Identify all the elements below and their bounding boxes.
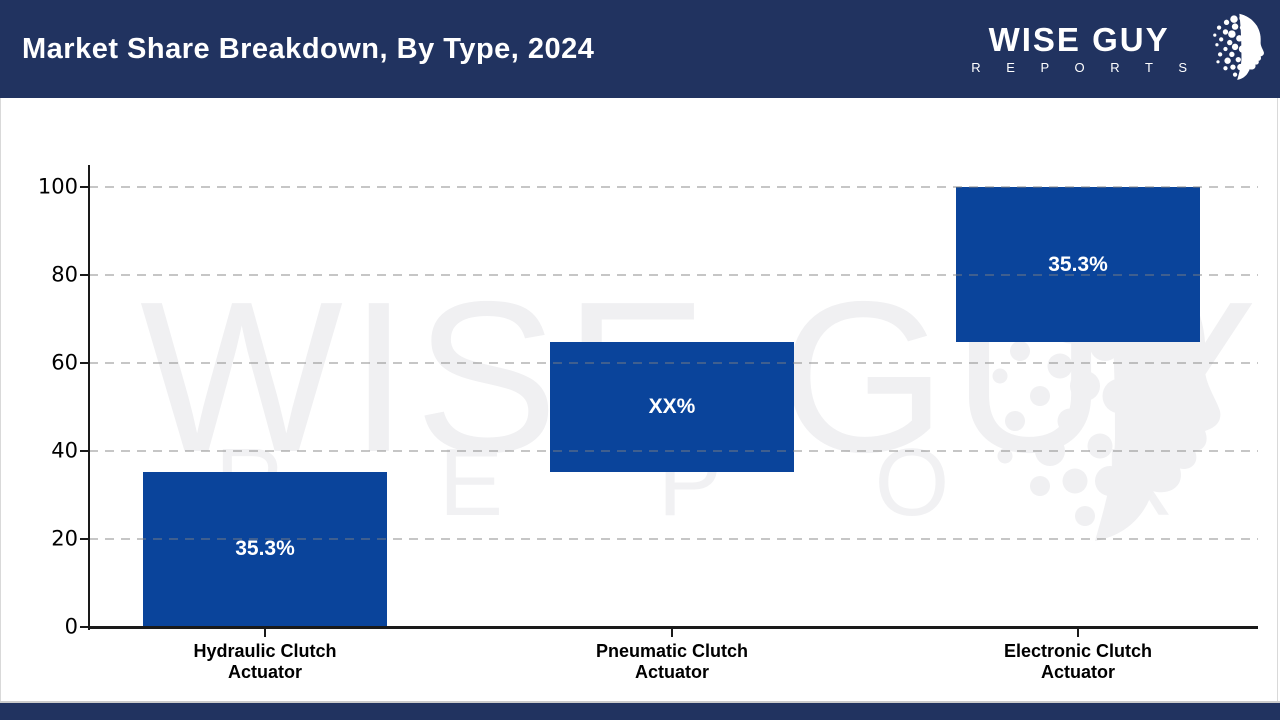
logo-wordmark: WISE GUY	[988, 21, 1170, 58]
y-tick-mark-60	[80, 362, 88, 364]
y-tick-mark-20	[80, 538, 88, 540]
y-tick-mark-40	[80, 450, 88, 452]
bar-2	[550, 342, 794, 472]
gridline-80	[89, 274, 1258, 276]
y-tick-mark-80	[80, 274, 88, 276]
gridline-20	[89, 538, 1258, 540]
gridline-100	[89, 186, 1258, 188]
category-label-1: Hydraulic Clutch Actuator	[193, 641, 337, 682]
y-tick-label-100: 100	[37, 174, 78, 199]
logo-text: WISE GUY R E P O R T S	[960, 21, 1198, 76]
dotted-face-icon	[1202, 11, 1266, 87]
logo-subtitle: R E P O R T S	[971, 60, 1198, 75]
y-tick-mark-100	[80, 186, 88, 188]
gridline-40	[89, 450, 1258, 452]
gridline-60	[89, 362, 1258, 364]
bar-1	[143, 471, 387, 627]
y-tick-label-20: 20	[51, 526, 78, 551]
x-tick-mark-3	[1077, 629, 1079, 637]
header-band: Market Share Breakdown, By Type, 2024 WI…	[0, 0, 1280, 98]
y-axis-line	[88, 165, 90, 630]
x-tick-mark-2	[671, 629, 673, 637]
y-tick-label-60: 60	[51, 350, 78, 375]
bar-value-label-3: 35.3%	[1048, 252, 1108, 276]
x-tick-mark-1	[264, 629, 266, 637]
y-tick-mark-0	[80, 626, 88, 628]
wise-guy-logo: WISE GUY R E P O R T S	[960, 0, 1266, 98]
y-tick-label-0: 0	[64, 614, 78, 639]
bar-value-label-2: XX%	[648, 395, 696, 418]
page-title: Market Share Breakdown, By Type, 2024	[22, 32, 595, 65]
footer-band	[0, 703, 1280, 720]
category-label-3: Electronic Clutch Actuator	[1003, 641, 1153, 682]
y-tick-label-80: 80	[51, 262, 78, 287]
bar-value-label-1: 35.3%	[235, 537, 295, 561]
x-axis-line	[88, 626, 1258, 629]
footer-divider	[0, 701, 1280, 703]
category-label-2: Pneumatic Clutch Actuator	[595, 641, 749, 682]
y-tick-label-40: 40	[51, 438, 78, 463]
